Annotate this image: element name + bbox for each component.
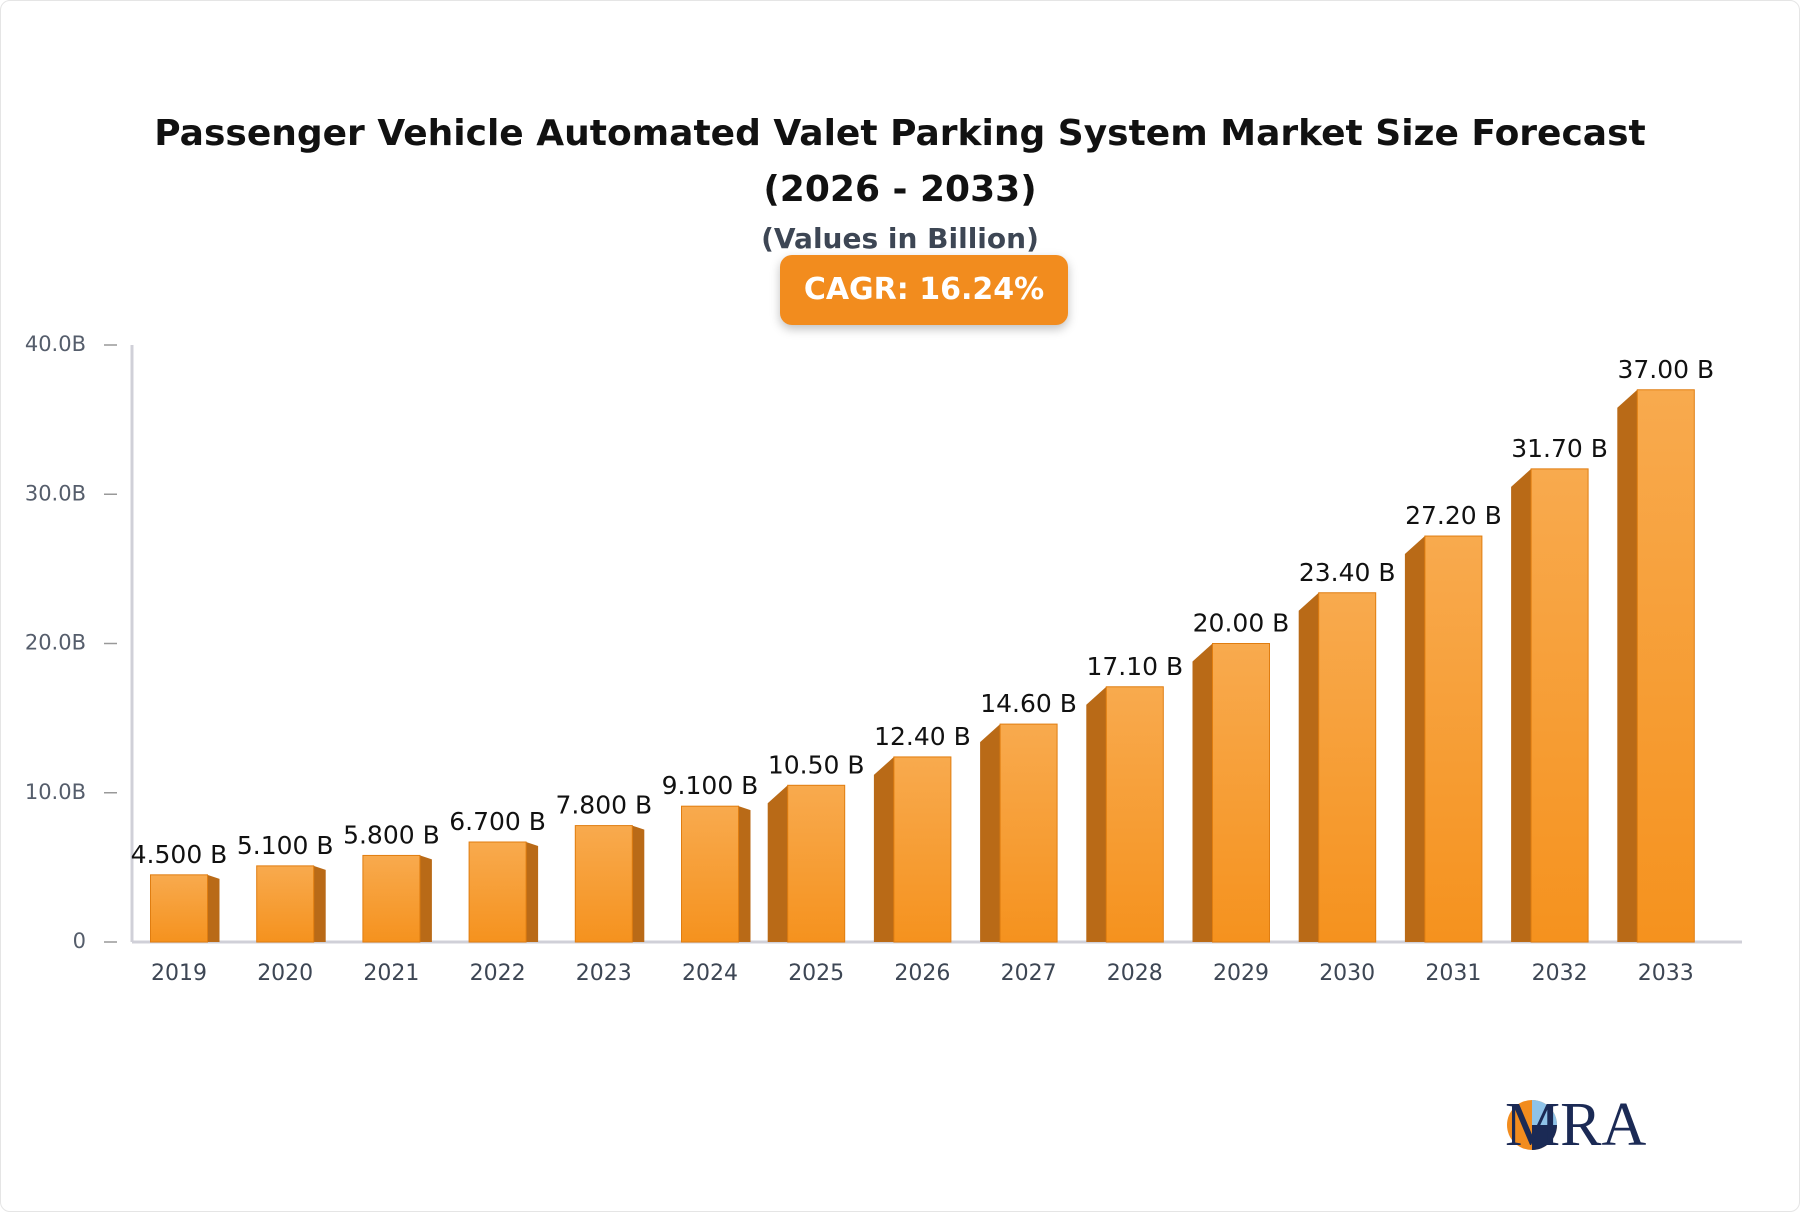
bar	[256, 865, 315, 943]
value-label: 5.100 B	[237, 831, 334, 860]
x-tick-label: 2022	[470, 961, 526, 986]
x-tick-label: 2028	[1107, 961, 1163, 986]
bar-side	[1086, 686, 1107, 942]
value-label: 20.00 B	[1193, 609, 1290, 638]
bar	[1318, 592, 1377, 943]
bar	[681, 805, 739, 943]
x-tick-label: 2031	[1425, 961, 1481, 986]
bar-side	[767, 785, 788, 942]
cagr-badge: CAGR: 16.24%	[780, 255, 1068, 325]
bar	[893, 756, 952, 943]
x-tick-label: 2027	[1001, 961, 1057, 986]
bar-side	[738, 806, 751, 942]
value-label: 14.60 B	[980, 689, 1077, 718]
bar	[1105, 686, 1164, 943]
x-tick-label: 2020	[257, 961, 313, 986]
x-tick-label: 2025	[788, 961, 844, 986]
bar	[1424, 535, 1483, 943]
bar	[574, 825, 633, 943]
bar	[1212, 643, 1270, 943]
x-tick-label: 2030	[1319, 961, 1375, 986]
y-tick-label: 20.0B	[25, 631, 86, 655]
bar	[999, 723, 1058, 943]
bar	[1636, 389, 1695, 943]
logo-icon-part	[1532, 1125, 1557, 1150]
value-label: 6.700 B	[449, 807, 546, 836]
bar-side	[313, 865, 326, 942]
value-label: 23.40 B	[1299, 558, 1396, 587]
bar-side	[1511, 468, 1532, 942]
bar-side	[873, 756, 894, 942]
x-tick-label: 2021	[363, 961, 419, 986]
bar-side	[632, 825, 645, 942]
bar-side	[526, 842, 539, 942]
bar	[468, 841, 527, 943]
value-label: 17.10 B	[1086, 652, 1183, 681]
x-tick-label: 2019	[151, 961, 207, 986]
value-label: 10.50 B	[768, 750, 865, 779]
bar	[362, 854, 421, 943]
value-label: 12.40 B	[874, 722, 971, 751]
bar	[1530, 468, 1589, 943]
y-tick-label: 10.0B	[25, 780, 86, 804]
value-label: 31.70 B	[1511, 434, 1608, 463]
value-label: 7.800 B	[555, 791, 652, 820]
bar	[787, 784, 846, 943]
x-tick-label: 2024	[682, 961, 738, 986]
value-label: 37.00 B	[1617, 355, 1714, 384]
x-tick-label: 2026	[894, 961, 950, 986]
y-tick-label: 30.0B	[25, 481, 86, 505]
x-tick-label: 2029	[1213, 961, 1269, 986]
value-label: 27.20 B	[1405, 501, 1502, 530]
y-tick-label: 0	[73, 929, 86, 953]
x-tick-label: 2023	[576, 961, 632, 986]
chart-title: Passenger Vehicle Automated Valet Parkin…	[154, 113, 1646, 210]
bar	[150, 874, 208, 943]
chart-subtitle: (Values in Billion)	[761, 222, 1039, 255]
logo-icon-part	[1532, 1100, 1557, 1125]
y-tick-label: 40.0B	[25, 332, 86, 356]
bar-side	[419, 855, 432, 942]
bar-side	[980, 724, 1001, 942]
bar-side	[1192, 643, 1213, 942]
bar-side	[207, 874, 220, 942]
value-label: 5.800 B	[343, 820, 440, 849]
x-tick-label: 2032	[1532, 961, 1588, 986]
bar-side	[1404, 536, 1425, 942]
value-label: 4.500 B	[131, 840, 228, 869]
bar-side	[1298, 592, 1319, 942]
bar-side	[1617, 389, 1638, 942]
x-tick-label: 2033	[1638, 961, 1694, 986]
value-label: 9.100 B	[662, 771, 759, 800]
logo: MRA	[1505, 1091, 1647, 1159]
